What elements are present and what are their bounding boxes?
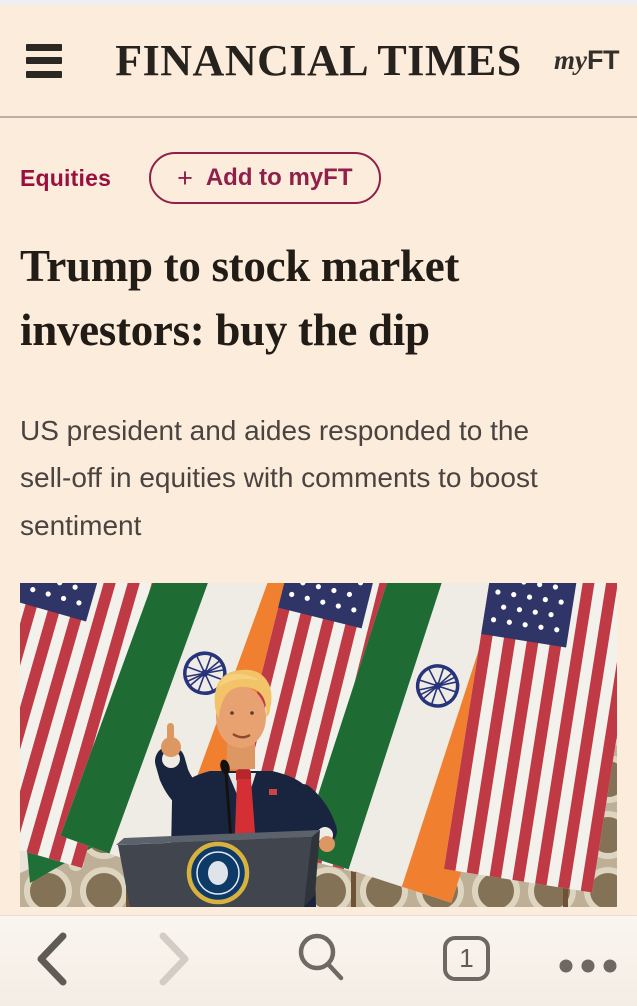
myft-my-label: my (554, 45, 587, 75)
forward-button[interactable] (150, 928, 200, 990)
presidential-seal (186, 842, 250, 905)
status-bar-strip (0, 0, 637, 5)
article-standfirst: US president and aides responded to the … (20, 414, 538, 541)
back-icon (37, 932, 67, 986)
tab-count: 1 (459, 943, 474, 973)
tag-row: Equities + Add to myFT (20, 152, 617, 204)
article-content: Equities + Add to myFT Trump to stock ma… (0, 152, 637, 908)
hamburger-menu-button[interactable] (26, 43, 62, 78)
search-button[interactable] (250, 923, 392, 991)
overflow-menu-button[interactable] (552, 956, 624, 976)
hamburger-icon (26, 43, 62, 51)
browser-toolbar: 1 (0, 915, 637, 1006)
add-to-myft-button[interactable]: + Add to myFT (149, 152, 381, 204)
overflow-menu-icon (559, 959, 617, 973)
add-to-myft-label: Add to myFT (205, 164, 353, 191)
myft-ft-label: FT (587, 45, 620, 75)
myft-link[interactable]: myFT (554, 45, 620, 76)
back-button[interactable] (30, 928, 80, 990)
equities-tag-link[interactable]: Equities (20, 164, 112, 191)
search-icon (298, 933, 344, 981)
forward-icon (159, 932, 189, 986)
podium (116, 830, 320, 908)
article-headline: Trump to stock market investors: buy the… (20, 241, 460, 356)
header: FINANCIAL TIMES myFT (0, 5, 637, 118)
tabs-button[interactable]: 1 (443, 936, 490, 981)
article-image (20, 583, 617, 908)
ft-logo[interactable]: FINANCIAL TIMES (115, 36, 522, 85)
plus-icon: + (177, 162, 193, 193)
